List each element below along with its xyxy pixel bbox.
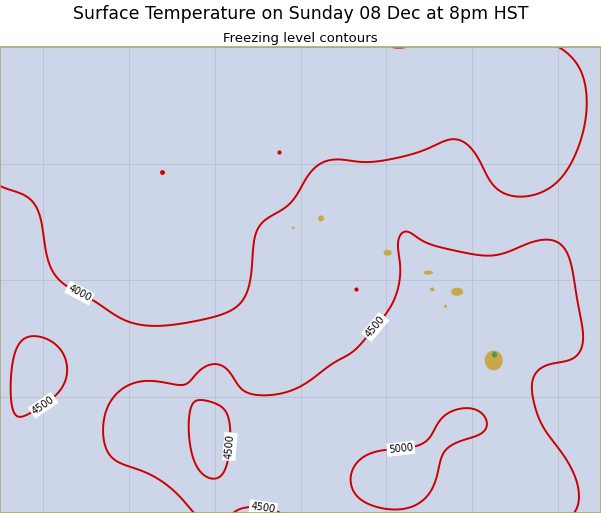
Text: 4000: 4000 — [67, 283, 93, 303]
Ellipse shape — [292, 226, 294, 229]
Text: 4500: 4500 — [251, 501, 276, 513]
Ellipse shape — [451, 288, 463, 296]
Text: Surface Temperature on Sunday 08 Dec at 8pm HST: Surface Temperature on Sunday 08 Dec at … — [73, 5, 528, 23]
Ellipse shape — [383, 250, 392, 255]
Ellipse shape — [492, 352, 497, 358]
Text: 5000: 5000 — [388, 442, 413, 455]
Ellipse shape — [424, 270, 433, 274]
Ellipse shape — [444, 305, 447, 308]
Ellipse shape — [318, 215, 324, 221]
Text: 4500: 4500 — [364, 314, 387, 340]
Ellipse shape — [484, 350, 502, 370]
Text: 4500: 4500 — [224, 434, 236, 459]
Ellipse shape — [430, 287, 435, 291]
Text: 4500: 4500 — [30, 394, 56, 417]
Text: Freezing level contours: Freezing level contours — [223, 32, 378, 45]
